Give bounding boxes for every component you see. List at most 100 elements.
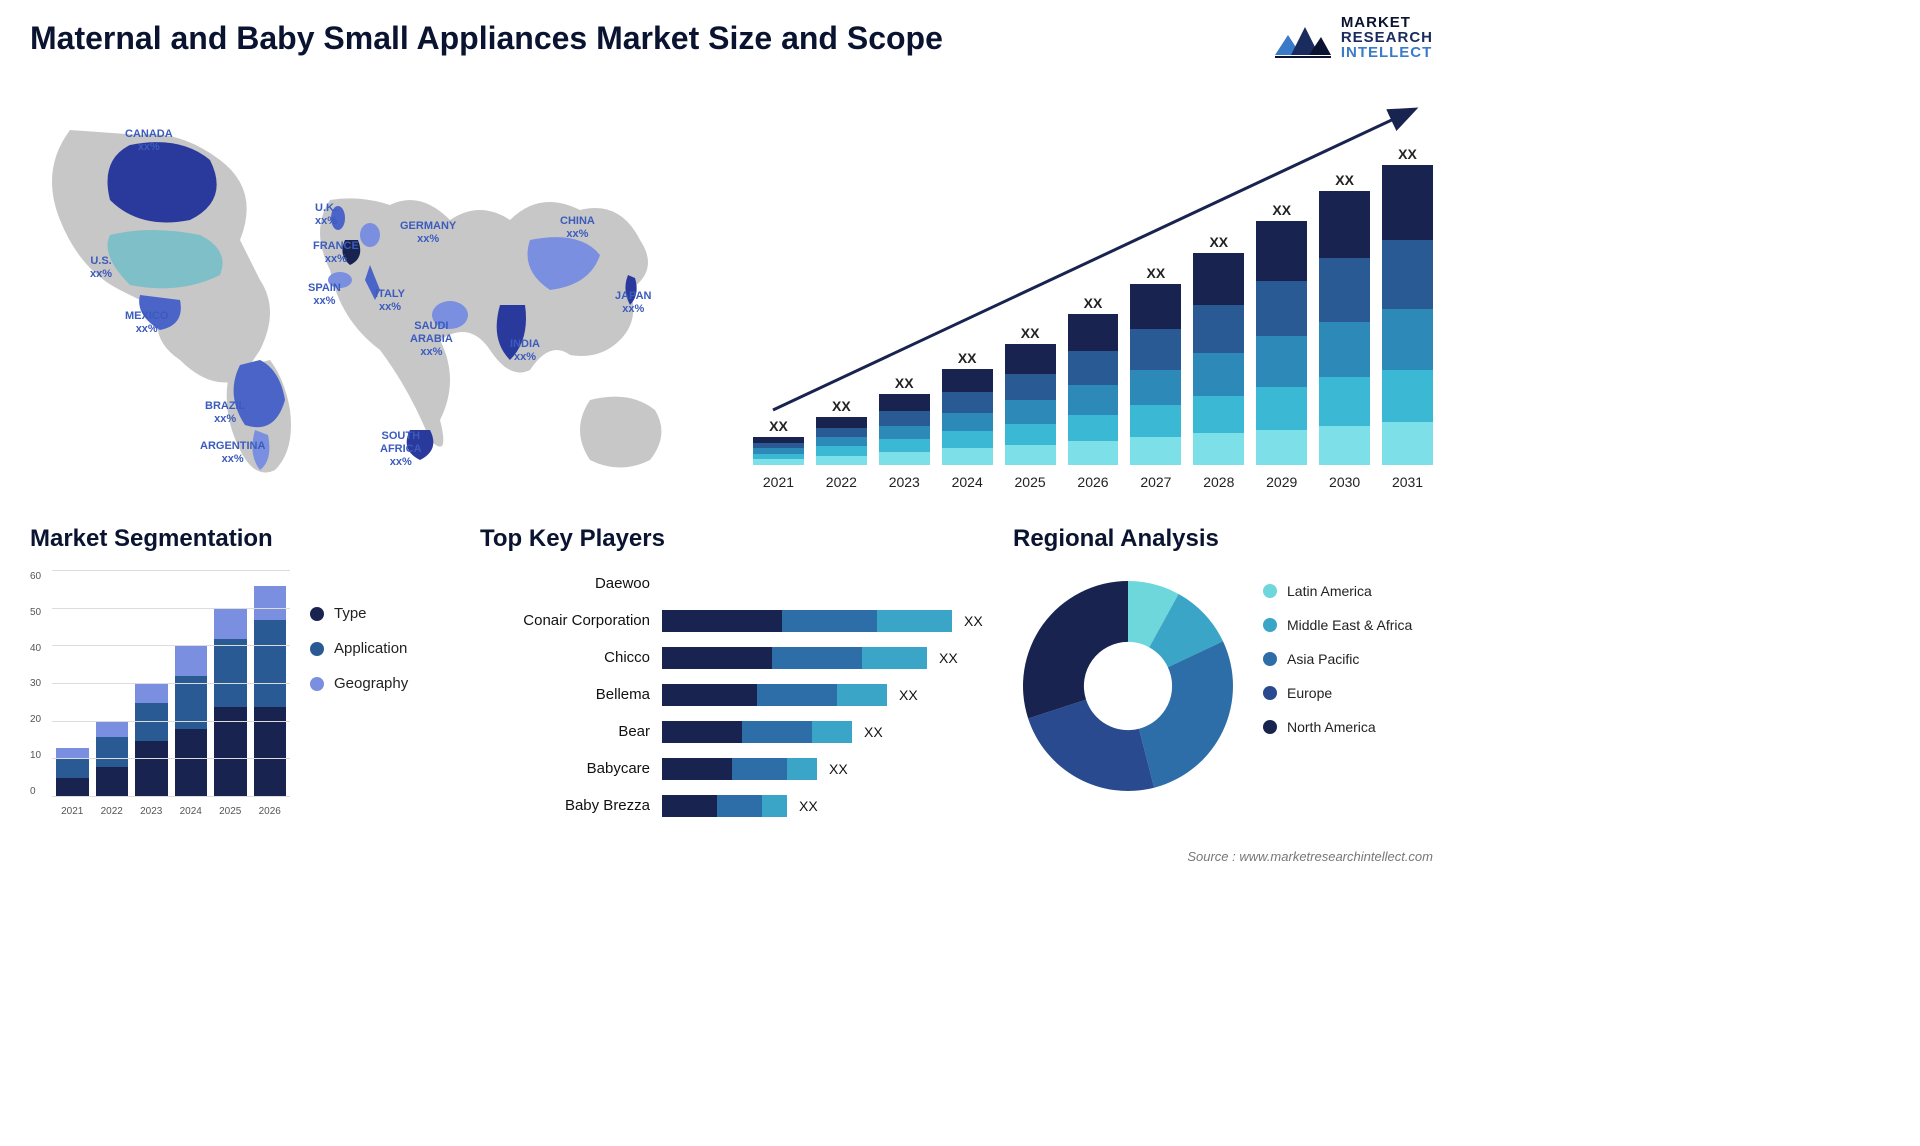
player-value-label: XX: [799, 798, 818, 814]
player-row: BabycareXX: [480, 756, 990, 781]
growth-bar: XX: [1256, 202, 1307, 465]
legend-label: Asia Pacific: [1287, 651, 1359, 667]
map-label: U.K.xx%: [315, 202, 337, 228]
map-label: MEXICOxx%: [125, 310, 168, 336]
legend-item: Middle East & Africa: [1263, 617, 1412, 633]
y-tick-label: 20: [30, 714, 52, 725]
map-label: JAPANxx%: [615, 290, 651, 316]
segmentation-year-label: 2025: [214, 806, 247, 817]
growth-bar: XX: [753, 418, 804, 465]
growth-year-label: 2031: [1382, 474, 1433, 490]
growth-value-label: XX: [1335, 172, 1354, 188]
map-label: GERMANYxx%: [400, 220, 456, 246]
growth-value-label: XX: [769, 418, 788, 434]
y-tick-label: 0: [30, 786, 52, 797]
segmentation-year-label: 2026: [254, 806, 287, 817]
legend-label: Application: [334, 640, 407, 657]
growth-value-label: XX: [1209, 234, 1228, 250]
world-map-panel: CANADAxx%U.S.xx%MEXICOxx%BRAZILxx%ARGENT…: [30, 90, 710, 480]
map-label: SOUTHAFRICAxx%: [380, 430, 422, 470]
players-panel: Top Key Players DaewooConair Corporation…: [480, 525, 990, 835]
segmentation-bar: [96, 722, 129, 797]
growth-year-label: 2023: [879, 474, 930, 490]
growth-value-label: XX: [1084, 295, 1103, 311]
segmentation-bar: [135, 684, 168, 797]
legend-item: Geography: [310, 675, 408, 692]
growth-year-label: 2027: [1130, 474, 1181, 490]
segmentation-year-label: 2022: [96, 806, 129, 817]
player-row: Baby Brezza XX: [480, 793, 990, 818]
regional-legend: Latin America Middle East & Africa Asia Pa…: [1263, 583, 1412, 735]
segmentation-title: Market Segmentation: [30, 525, 450, 553]
regional-title: Regional Analysis: [1013, 525, 1433, 553]
player-label: Baby Brezza: [480, 797, 650, 814]
player-bar: [662, 721, 852, 743]
growth-year-label: 2022: [816, 474, 867, 490]
segmentation-bar: [254, 586, 287, 797]
map-label: INDIAxx%: [510, 338, 540, 364]
player-bar: [662, 647, 927, 669]
legend-label: Middle East & Africa: [1287, 617, 1412, 633]
legend-label: Latin America: [1287, 583, 1372, 599]
players-list: DaewooConair CorporationXXChiccoXXBellem…: [480, 571, 990, 818]
segmentation-panel: Market Segmentation 0102030405060 202120…: [30, 525, 450, 825]
logo-text-1: MARKET: [1341, 15, 1433, 30]
players-title: Top Key Players: [480, 525, 990, 553]
segmentation-bar: [214, 609, 247, 797]
segmentation-chart: 0102030405060 202120222023202420252026: [30, 571, 290, 821]
donut-slice: [1028, 700, 1154, 791]
legend-label: Europe: [1287, 685, 1332, 701]
growth-year-label: 2028: [1193, 474, 1244, 490]
player-label: Chicco: [480, 649, 650, 666]
donut-slice: [1023, 581, 1128, 718]
map-label: CHINAxx%: [560, 215, 595, 241]
growth-bar: XX: [879, 375, 930, 465]
donut-chart: [1013, 571, 1243, 801]
brand-logo: MARKET RESEARCH INTELLECT: [1273, 15, 1433, 60]
player-row: BellemaXX: [480, 682, 990, 707]
segmentation-year-label: 2023: [135, 806, 168, 817]
legend-dot-icon: [310, 642, 324, 656]
logo-icon: [1273, 17, 1333, 59]
growth-bar: XX: [1382, 146, 1433, 465]
segmentation-bar: [175, 646, 208, 797]
logo-text-3: INTELLECT: [1341, 45, 1433, 60]
map-label: FRANCExx%: [313, 240, 359, 266]
map-label: U.S.xx%: [90, 255, 112, 281]
player-row: ChiccoXX: [480, 645, 990, 670]
source-credit: Source : www.marketresearchintellect.com: [1187, 849, 1433, 864]
growth-bar: XX: [942, 350, 993, 465]
growth-year-label: 2029: [1256, 474, 1307, 490]
growth-bar: XX: [816, 398, 867, 465]
growth-chart: XXXXXXXXXXXXXXXXXXXXXX 20212022202320242…: [753, 90, 1433, 490]
legend-dot-icon: [1263, 618, 1277, 632]
donut-slice: [1139, 641, 1233, 787]
growth-value-label: XX: [1147, 265, 1166, 281]
legend-label: Type: [334, 605, 367, 622]
growth-bar: XX: [1319, 172, 1370, 465]
growth-value-label: XX: [895, 375, 914, 391]
legend-dot-icon: [1263, 686, 1277, 700]
y-tick-label: 10: [30, 750, 52, 761]
player-bar: [662, 684, 887, 706]
growth-year-label: 2024: [942, 474, 993, 490]
legend-item: Application: [310, 640, 408, 657]
map-label: ITALYxx%: [375, 288, 405, 314]
regional-panel: Regional Analysis Latin America Middle Ea…: [1013, 525, 1433, 835]
segmentation-legend: Type Application Geography: [310, 605, 408, 692]
player-value-label: XX: [899, 687, 918, 703]
page-title: Maternal and Baby Small Appliances Marke…: [30, 20, 943, 57]
map-label: SAUDIARABIAxx%: [410, 320, 453, 360]
growth-value-label: XX: [958, 350, 977, 366]
legend-label: North America: [1287, 719, 1376, 735]
growth-year-label: 2025: [1005, 474, 1056, 490]
growth-bar: XX: [1193, 234, 1244, 465]
legend-item: Latin America: [1263, 583, 1412, 599]
segmentation-year-label: 2024: [175, 806, 208, 817]
map-label: CANADAxx%: [125, 128, 173, 154]
y-tick-label: 50: [30, 607, 52, 618]
segmentation-bar: [56, 748, 89, 797]
legend-dot-icon: [310, 677, 324, 691]
map-label: ARGENTINAxx%: [200, 440, 265, 466]
legend-dot-icon: [1263, 652, 1277, 666]
